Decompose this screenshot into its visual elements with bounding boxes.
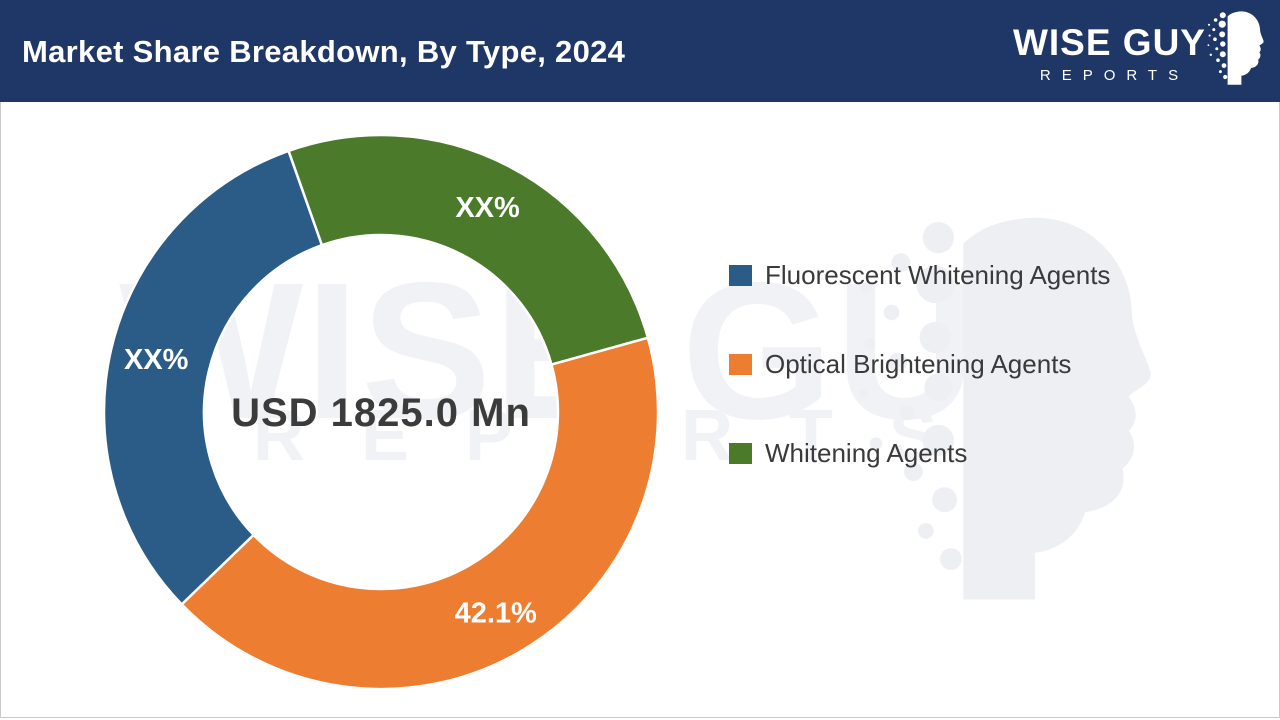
segment-label: XX% [124,344,189,376]
donut-segment [286,133,650,367]
chart-area: WISE GUY REPORTS XX%42.1%XX%USD 1825.0 M… [0,102,1280,718]
legend-label: Optical Brightening Agents [765,348,1072,379]
logo-text: WISE GUY REPORTS [1013,22,1206,84]
legend-label: Fluorescent Whitening Agents [765,259,1111,290]
legend-swatch [729,353,752,375]
segment-label: XX% [455,192,520,224]
legend-item: Optical Brightening Agents [729,349,1110,379]
legend-item: Whitening Agents [729,438,1110,468]
legend-swatch [729,442,752,464]
segment-label: 42.1% [455,598,537,630]
logo-wordmark: WISE GUY [1012,22,1206,63]
donut-chart: XX% 42.1% XX% USD 1825.0 Mn [102,133,660,691]
legend-label: Whitening Agents [765,437,968,468]
legend-item: Fluorescent Whitening Agents [729,260,1110,290]
logo: WISE GUY REPORTS [1013,4,1266,86]
donut-segment [102,149,324,607]
page-title: Market Share Breakdown, By Type, 2024 [22,34,626,69]
legend-swatch [729,264,752,286]
logo-subtext: REPORTS [1039,67,1190,84]
header: Market Share Breakdown, By Type, 2024 WI… [0,0,1280,102]
logo-face-icon [1206,8,1266,86]
legend: Fluorescent Whitening Agents Optical Bri… [729,260,1110,527]
donut-segment [179,336,660,691]
donut-center-label: USD 1825.0 Mn [231,391,531,435]
